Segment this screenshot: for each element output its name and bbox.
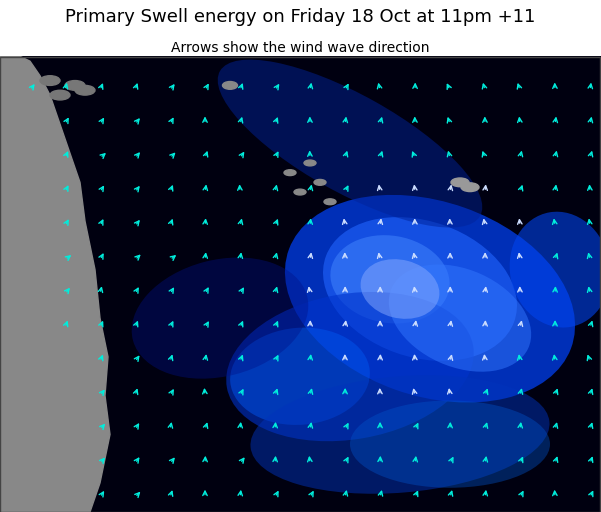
Text: Primary Swell energy on Friday 18 Oct at 11pm +11: Primary Swell energy on Friday 18 Oct at…	[66, 8, 535, 26]
Text: Arrows show the wind wave direction: Arrows show the wind wave direction	[171, 41, 430, 55]
Ellipse shape	[40, 76, 60, 86]
Ellipse shape	[50, 90, 70, 100]
Ellipse shape	[331, 235, 450, 324]
Ellipse shape	[65, 80, 85, 90]
Ellipse shape	[294, 189, 306, 195]
Ellipse shape	[350, 400, 550, 488]
Ellipse shape	[361, 259, 439, 319]
Ellipse shape	[314, 179, 326, 185]
Polygon shape	[0, 56, 110, 512]
Ellipse shape	[284, 170, 296, 176]
Ellipse shape	[323, 217, 517, 361]
Ellipse shape	[451, 178, 469, 187]
Ellipse shape	[510, 212, 601, 328]
Ellipse shape	[132, 258, 308, 379]
Ellipse shape	[75, 86, 95, 95]
Ellipse shape	[226, 292, 474, 441]
Ellipse shape	[461, 183, 479, 191]
Ellipse shape	[324, 199, 336, 205]
Ellipse shape	[304, 160, 316, 166]
Ellipse shape	[285, 195, 575, 402]
Ellipse shape	[218, 59, 482, 227]
Ellipse shape	[222, 81, 237, 89]
Ellipse shape	[389, 265, 531, 372]
Ellipse shape	[251, 375, 549, 494]
Ellipse shape	[230, 328, 370, 425]
